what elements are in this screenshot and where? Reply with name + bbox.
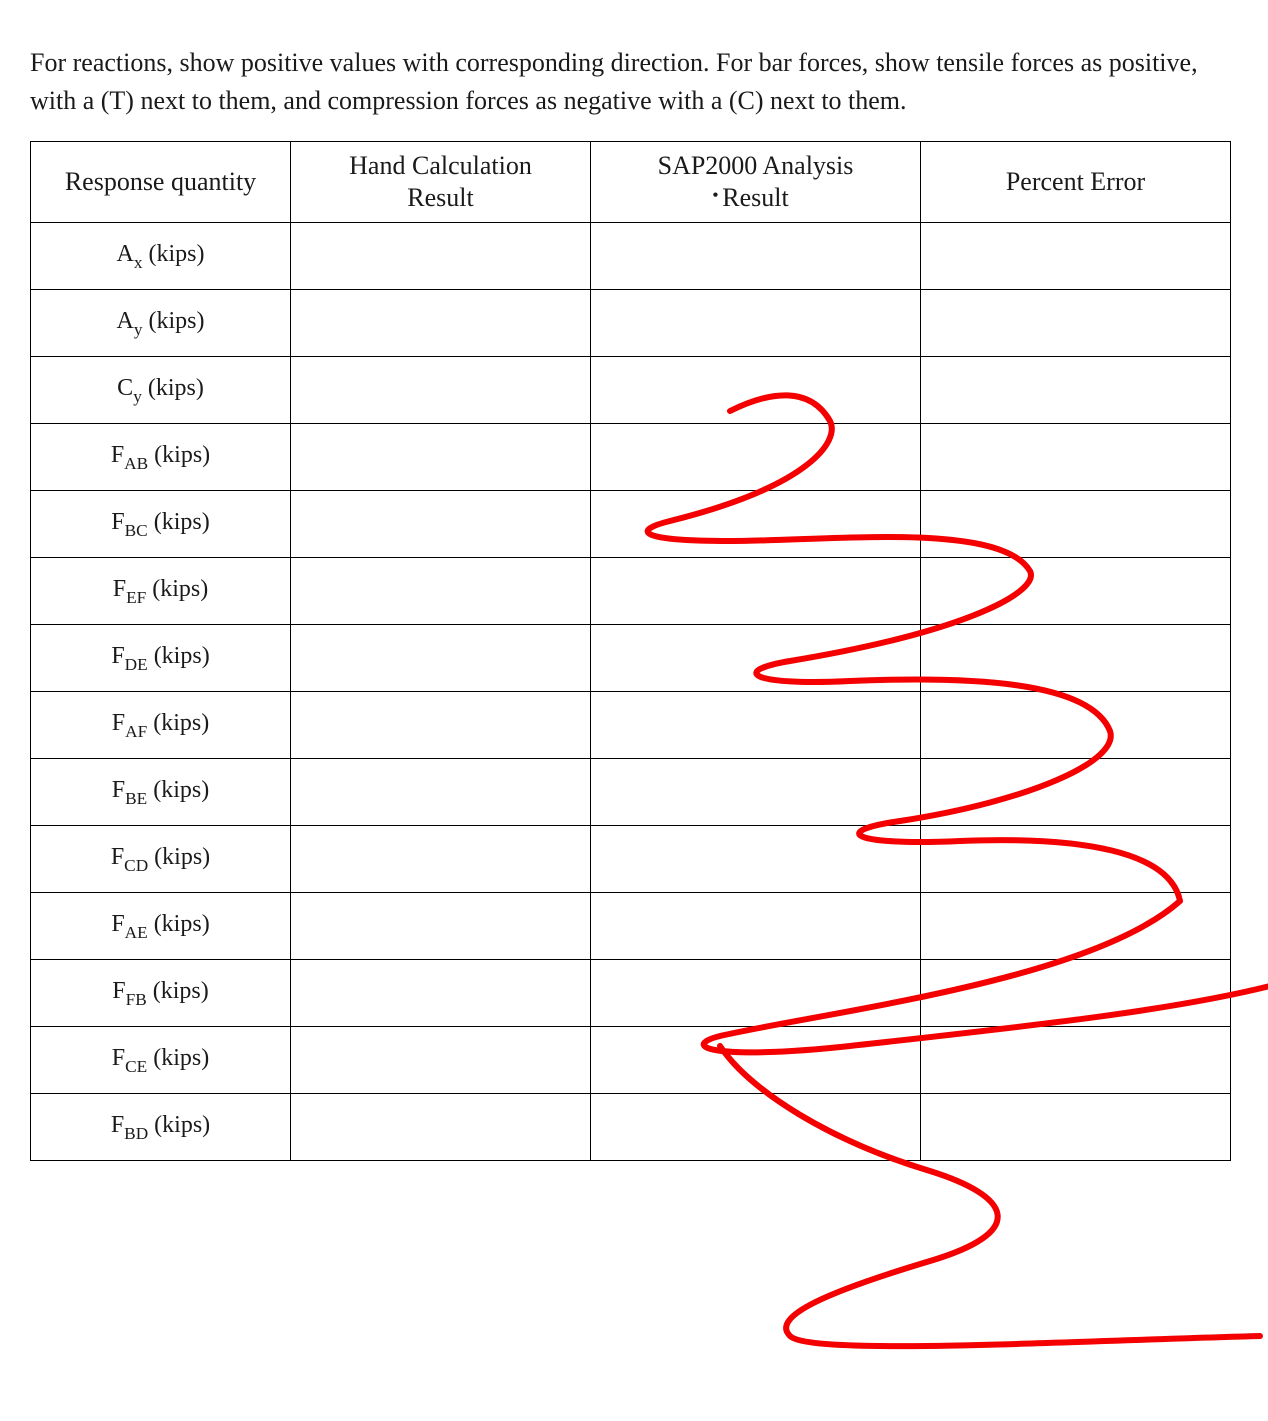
cell-percent-error [921, 1094, 1231, 1161]
cell-sap2000 [591, 558, 921, 625]
cell-hand-calculation [291, 692, 591, 759]
cell-hand-calculation [291, 357, 591, 424]
cell-percent-error [921, 558, 1231, 625]
row-label: FBE (kips) [31, 759, 291, 826]
cell-sap2000 [591, 223, 921, 290]
table-body: Ax (kips)Ay (kips)Cy (kips)FAB (kips)FBC… [31, 223, 1231, 1161]
row-label: FAE (kips) [31, 893, 291, 960]
table-row: FEF (kips) [31, 558, 1231, 625]
row-label: FCD (kips) [31, 826, 291, 893]
table-row: Ay (kips) [31, 290, 1231, 357]
cell-hand-calculation [291, 960, 591, 1027]
row-label: FEF (kips) [31, 558, 291, 625]
cell-hand-calculation [291, 826, 591, 893]
row-label: FFB (kips) [31, 960, 291, 1027]
cell-sap2000 [591, 759, 921, 826]
cell-sap2000 [591, 960, 921, 1027]
cell-hand-calculation [291, 759, 591, 826]
results-table: Response quantity Hand Calculation Resul… [30, 141, 1231, 1161]
cell-percent-error [921, 424, 1231, 491]
table-row: FCD (kips) [31, 826, 1231, 893]
cell-hand-calculation [291, 1027, 591, 1094]
header-response-quantity: Response quantity [31, 142, 291, 223]
cell-hand-calculation [291, 424, 591, 491]
row-label: FAF (kips) [31, 692, 291, 759]
cell-sap2000 [591, 491, 921, 558]
table-row: FCE (kips) [31, 1027, 1231, 1094]
cell-percent-error [921, 759, 1231, 826]
header-hand-calculation: Hand Calculation Result [291, 142, 591, 223]
table-row: FFB (kips) [31, 960, 1231, 1027]
header-percent-error: Percent Error [921, 142, 1231, 223]
header-sap2000-analysis: SAP2000 Analysis • Result [591, 142, 921, 223]
cell-percent-error [921, 223, 1231, 290]
cell-sap2000 [591, 357, 921, 424]
cell-sap2000 [591, 424, 921, 491]
table-row: Ax (kips) [31, 223, 1231, 290]
cell-sap2000 [591, 625, 921, 692]
table-row: FAB (kips) [31, 424, 1231, 491]
row-label: FDE (kips) [31, 625, 291, 692]
table-row: FBE (kips) [31, 759, 1231, 826]
row-label: FAB (kips) [31, 424, 291, 491]
cell-percent-error [921, 893, 1231, 960]
table-row: FBC (kips) [31, 491, 1231, 558]
cell-percent-error [921, 625, 1231, 692]
cell-hand-calculation [291, 893, 591, 960]
cell-sap2000 [591, 1027, 921, 1094]
row-label: FCE (kips) [31, 1027, 291, 1094]
cell-percent-error [921, 960, 1231, 1027]
cell-sap2000 [591, 1094, 921, 1161]
cell-percent-error [921, 357, 1231, 424]
table-row: Cy (kips) [31, 357, 1231, 424]
instructions-paragraph: For reactions, show positive values with… [30, 44, 1230, 119]
table-row: FAF (kips) [31, 692, 1231, 759]
page: For reactions, show positive values with… [0, 0, 1268, 1201]
row-label: Cy (kips) [31, 357, 291, 424]
cell-sap2000 [591, 893, 921, 960]
cell-percent-error [921, 1027, 1231, 1094]
cell-percent-error [921, 491, 1231, 558]
cell-percent-error [921, 290, 1231, 357]
cell-percent-error [921, 826, 1231, 893]
cell-hand-calculation [291, 290, 591, 357]
cell-sap2000 [591, 692, 921, 759]
table-row: FDE (kips) [31, 625, 1231, 692]
cell-hand-calculation [291, 223, 591, 290]
row-label: Ax (kips) [31, 223, 291, 290]
cell-sap2000 [591, 290, 921, 357]
cell-sap2000 [591, 826, 921, 893]
row-label: FBD (kips) [31, 1094, 291, 1161]
cell-hand-calculation [291, 491, 591, 558]
row-label: FBC (kips) [31, 491, 291, 558]
cell-hand-calculation [291, 1094, 591, 1161]
row-label: Ay (kips) [31, 290, 291, 357]
cell-hand-calculation [291, 558, 591, 625]
cell-hand-calculation [291, 625, 591, 692]
table-row: FBD (kips) [31, 1094, 1231, 1161]
table-row: FAE (kips) [31, 893, 1231, 960]
table-header-row: Response quantity Hand Calculation Resul… [31, 142, 1231, 223]
cell-percent-error [921, 692, 1231, 759]
